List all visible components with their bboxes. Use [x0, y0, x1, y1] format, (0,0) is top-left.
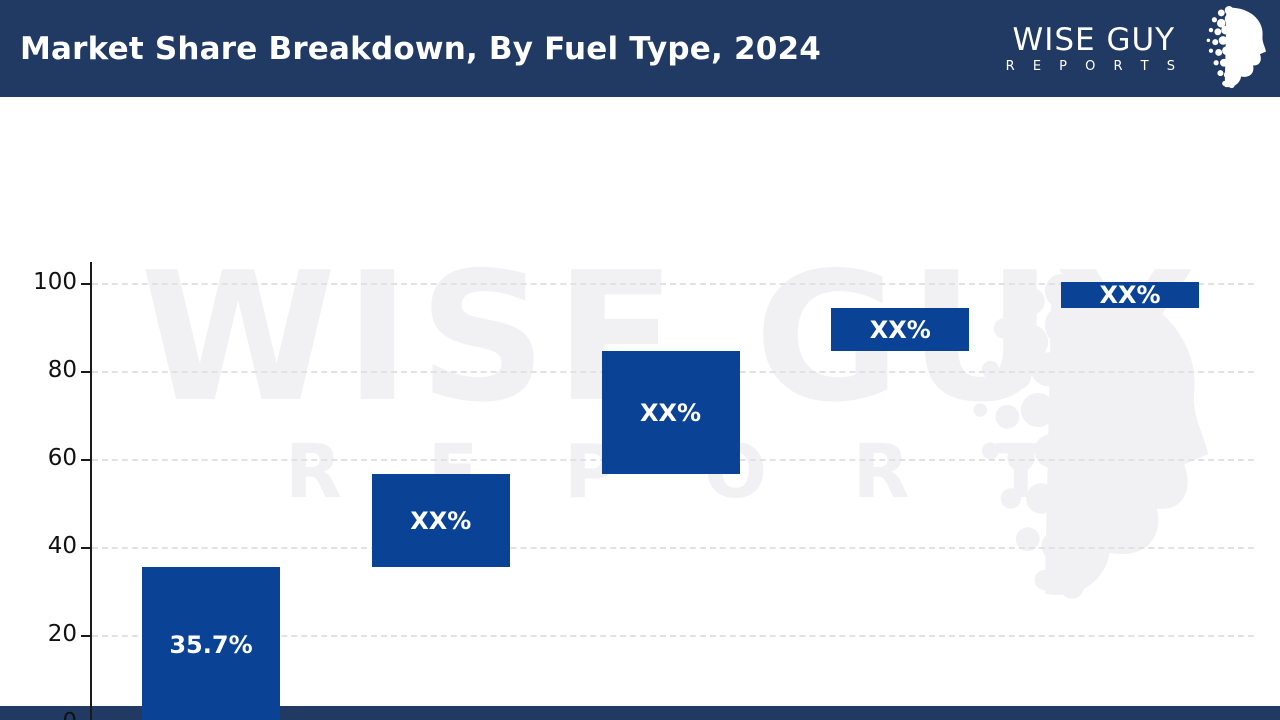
- y-tick-label: 40: [47, 533, 77, 559]
- y-gridline: [92, 635, 1254, 637]
- bar-value-label: XX%: [639, 398, 702, 427]
- footer-band: [0, 706, 1280, 720]
- y-tick-mark: [81, 547, 90, 549]
- bar-value-label: 35.7%: [169, 631, 253, 660]
- bar-value-label: XX%: [869, 315, 931, 344]
- y-tick-label: 20: [47, 621, 77, 647]
- y-tick-mark: [81, 459, 90, 461]
- wise-guy-reports-logo: WISE GUY R E P O R T S: [1006, 4, 1266, 94]
- bar-oil: XX%: [371, 474, 510, 567]
- bar-electric: XX%: [1061, 281, 1199, 310]
- bar-coal: XX%: [601, 351, 740, 475]
- bar-value-label: XX%: [410, 506, 472, 535]
- chart-area: WISE GUY R E P O R T S 02040608010035.7%…: [0, 97, 1280, 720]
- y-gridline: [92, 283, 1254, 285]
- chart-title: Market Share Breakdown, By Fuel Type, 20…: [20, 30, 822, 67]
- y-tick-mark: [81, 635, 90, 637]
- y-axis-line: [90, 262, 92, 720]
- logo-wordmark: WISE GUY R E P O R T S: [1005, 21, 1182, 74]
- plot-area: 02040608010035.7%Natural GasXX%OilXX%Coa…: [33, 262, 1256, 720]
- y-tick-mark: [81, 283, 90, 285]
- y-tick-mark: [81, 371, 90, 373]
- y-tick-label: 100: [33, 269, 77, 295]
- y-tick-label: 0: [0, 709, 77, 720]
- watermark-head-icon: [973, 274, 1208, 599]
- y-tick-label: 60: [47, 445, 77, 471]
- logo-text-reports: R E P O R T S: [1005, 58, 1182, 74]
- y-gridline: [92, 547, 1254, 549]
- bar-value-label: XX%: [1099, 281, 1161, 310]
- bar-biomass: XX%: [831, 308, 970, 352]
- bar-natural-gas: 35.7%: [142, 566, 280, 720]
- logo-text-wise-guy: WISE GUY: [1012, 21, 1176, 58]
- dotted-head-icon: [1206, 5, 1266, 88]
- y-tick-label: 80: [47, 357, 77, 383]
- header-band: Market Share Breakdown, By Fuel Type, 20…: [0, 0, 1280, 97]
